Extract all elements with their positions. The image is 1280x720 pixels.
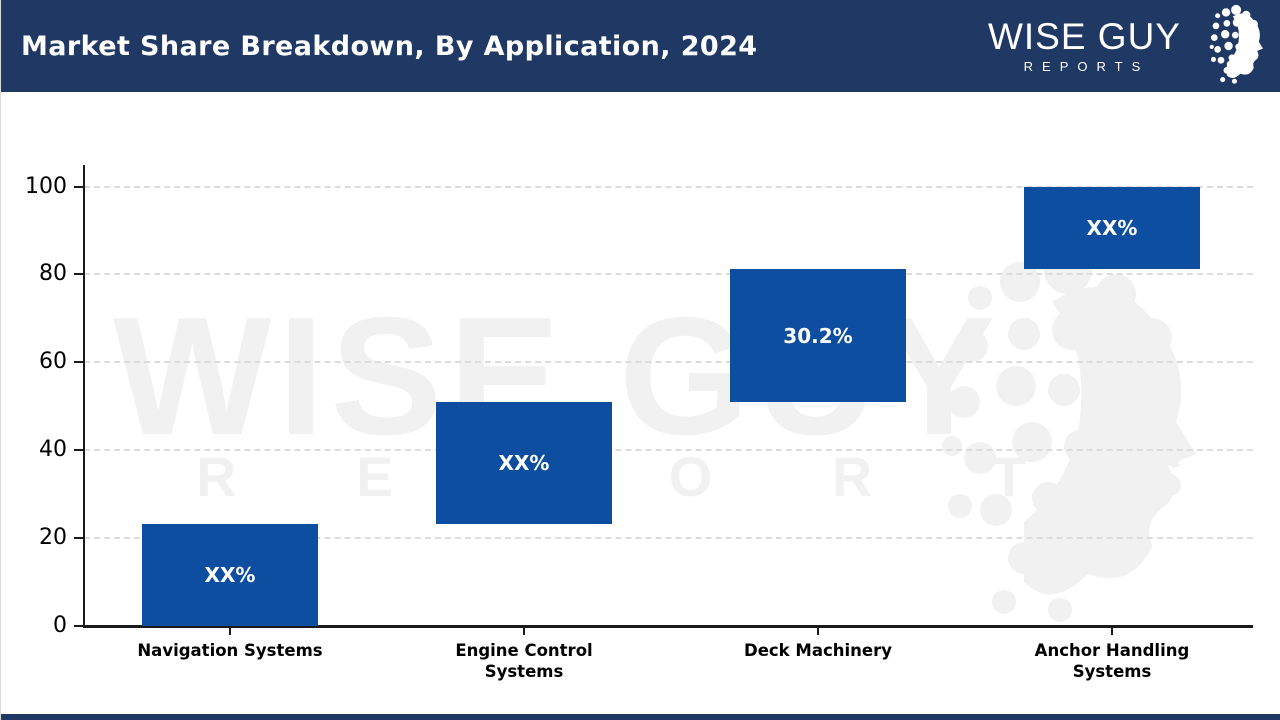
plot-area: WISE GUY R E P O R T S 0 20 40 60 80 100 XX% Na…: [1, 92, 1280, 714]
x-category-label-engine-control-systems: Engine Control Systems: [455, 641, 593, 682]
bar-deck-machinery: 30.2%: [730, 269, 906, 402]
y-tick-mark: [74, 537, 83, 540]
gridline-60: [84, 361, 1253, 364]
x-tick-mark: [523, 628, 525, 635]
y-tick-mark: [74, 625, 83, 627]
y-tick-label: 80: [39, 261, 67, 287]
y-tick-mark: [74, 361, 83, 364]
x-axis-line: [83, 625, 1253, 628]
header-bar: Market Share Breakdown, By Application, …: [1, 0, 1280, 92]
y-tick-mark: [74, 449, 83, 452]
bar-value-label: XX%: [204, 562, 256, 587]
x-category-label-navigation-systems: Navigation Systems: [137, 641, 323, 660]
x-tick-mark: [817, 628, 819, 635]
y-tick-mark: [74, 273, 83, 276]
y-tick-label: 60: [39, 349, 67, 375]
wiseguy-wordmark: WISE GUY REPORTS: [987, 16, 1181, 74]
gridline-20: [84, 537, 1253, 540]
gridline-40: [84, 449, 1253, 452]
gridline-80: [84, 273, 1253, 276]
y-axis-line: [83, 165, 85, 626]
gridline-100: [84, 185, 1253, 188]
wiseguy-logo: WISE GUY REPORTS: [988, 4, 1267, 88]
y-tick-label: 40: [39, 437, 67, 463]
wiseguy-face-icon: [1209, 4, 1263, 84]
bar-value-label: 30.2%: [783, 323, 853, 348]
bar-anchor-handling-systems: XX%: [1024, 186, 1200, 270]
y-tick-label: 20: [39, 525, 67, 551]
y-tick-mark: [74, 185, 83, 188]
x-tick-mark: [1111, 628, 1113, 635]
footer-bar: [1, 714, 1280, 720]
bar-value-label: XX%: [498, 450, 550, 475]
y-tick-label: 0: [53, 613, 67, 638]
bar-engine-control-systems: XX%: [436, 401, 612, 524]
x-tick-mark: [229, 628, 231, 635]
chart-title: Market Share Breakdown, By Application, …: [21, 30, 758, 62]
bar-value-label: XX%: [1086, 215, 1138, 240]
y-tick-label: 100: [25, 173, 67, 199]
x-category-label-deck-machinery: Deck Machinery: [744, 641, 892, 660]
bar-navigation-systems: XX%: [142, 523, 318, 626]
x-category-label-anchor-handling-systems: Anchor Handling Systems: [1034, 641, 1190, 682]
